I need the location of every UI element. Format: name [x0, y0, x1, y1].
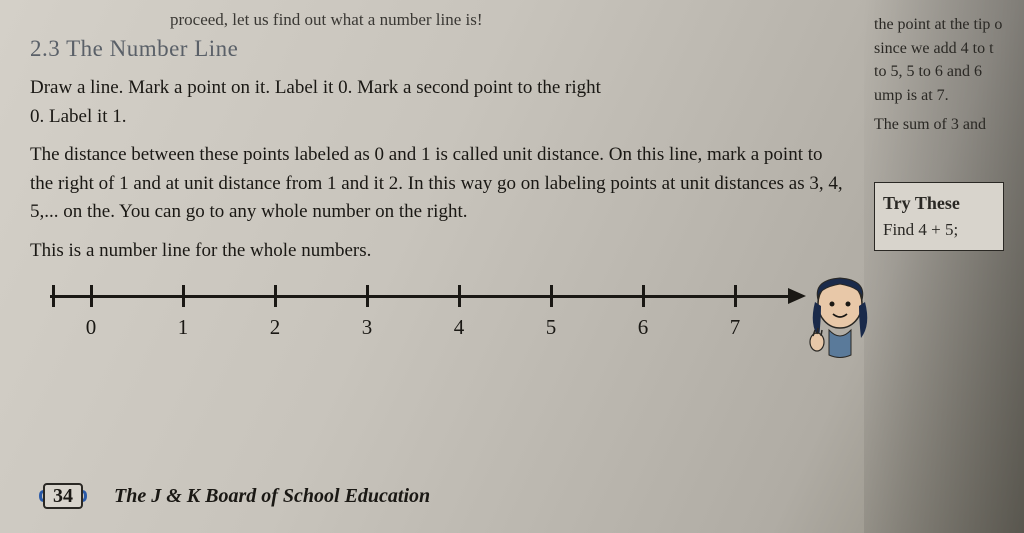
- number-line-label: 0: [86, 315, 97, 340]
- number-line-tick: [734, 285, 737, 307]
- number-line-axis: [50, 295, 790, 298]
- number-line-tick: [274, 285, 277, 307]
- number-line: 0 1 2 3 4 5 6 7: [50, 283, 810, 353]
- number-line-tick: [642, 285, 645, 307]
- top-fragment-text: proceed, let us find out what a number l…: [170, 10, 483, 29]
- number-line-tick: [550, 285, 553, 307]
- margin-fragment: since we add 4 to t: [874, 38, 1018, 60]
- facing-page-margin: the point at the tip o since we add 4 to…: [864, 0, 1024, 533]
- girl-mascot-icon: [801, 270, 879, 360]
- paragraph-3-text: This is a number line for the whole numb…: [30, 240, 371, 261]
- margin-fragment: The sum of 3 and: [874, 114, 1018, 136]
- number-line-tick: [90, 285, 93, 307]
- number-line-label: 7: [730, 315, 741, 340]
- paragraph-1a-text: Draw a line. Mark a point on it. Label i…: [30, 77, 601, 98]
- top-cutoff-text: proceed, let us find out what a number l…: [170, 10, 984, 30]
- paragraph-1: Draw a line. Mark a point on it. Label i…: [30, 74, 810, 131]
- number-line-label: 5: [546, 315, 557, 340]
- paragraph-1b-text: 0. Label it 1.: [30, 106, 127, 127]
- try-these-item: Find 4 + 5;: [883, 219, 995, 242]
- number-line-tick: [366, 285, 369, 307]
- number-line-tick: [182, 285, 185, 307]
- try-these-title: Try These: [883, 191, 995, 215]
- publisher-text: The J & K Board of School Education: [114, 485, 430, 508]
- page-number-badge: 34: [30, 471, 96, 521]
- paragraph-2-text: The distance between these points labele…: [30, 144, 843, 222]
- section-number: 2.3: [30, 36, 60, 61]
- number-line-tick: [458, 285, 461, 307]
- number-line-label: 3: [362, 315, 373, 340]
- margin-fragment: the point at the tip o: [874, 14, 1018, 36]
- number-line-left-end: [52, 285, 55, 307]
- try-these-box: Try These Find 4 + 5;: [874, 182, 1004, 251]
- number-line-label: 1: [178, 315, 189, 340]
- number-line-label: 6: [638, 315, 649, 340]
- number-line-label: 2: [270, 315, 281, 340]
- page-footer: 34 The J & K Board of School Education: [30, 471, 430, 521]
- page-number: 34: [30, 485, 96, 508]
- paragraph-3: This is a number line for the whole numb…: [30, 237, 630, 266]
- section-heading: 2.3 The Number Line: [30, 36, 984, 62]
- paragraph-2: The distance between these points labele…: [30, 141, 850, 227]
- mascot-illustration: [801, 270, 879, 360]
- section-title: The Number Line: [66, 36, 238, 61]
- margin-fragment: to 5, 5 to 6 and 6: [874, 61, 1018, 83]
- margin-fragment: ump is at 7.: [874, 85, 1018, 107]
- number-line-label: 4: [454, 315, 465, 340]
